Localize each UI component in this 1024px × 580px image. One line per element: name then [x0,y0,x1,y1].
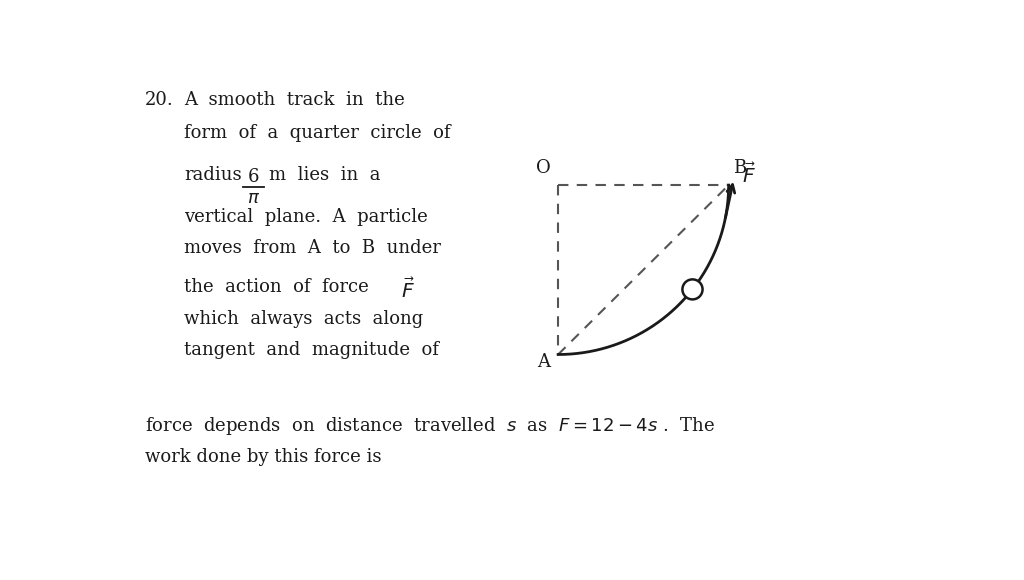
Text: B: B [733,160,746,177]
Circle shape [682,280,702,299]
Text: which  always  acts  along: which always acts along [183,310,423,328]
Text: O: O [536,160,550,177]
Text: A  smooth  track  in  the: A smooth track in the [183,91,404,109]
Text: form  of  a  quarter  circle  of: form of a quarter circle of [183,124,451,142]
Text: $\pi$: $\pi$ [247,189,260,207]
Text: 6: 6 [248,168,259,186]
Text: force  depends  on  distance  travelled  $s$  as  $F = 12-4s$ .  The: force depends on distance travelled $s$ … [145,415,715,437]
Text: vertical  plane.  A  particle: vertical plane. A particle [183,208,428,226]
Text: moves  from  A  to  B  under: moves from A to B under [183,239,440,257]
Text: $\vec{F}$: $\vec{F}$ [741,163,756,187]
Text: radius: radius [183,166,242,184]
Text: work done by this force is: work done by this force is [145,448,382,466]
Text: tangent  and  magnitude  of: tangent and magnitude of [183,340,438,358]
Text: $\vec{F}$: $\vec{F}$ [400,277,415,302]
Text: the  action  of  force: the action of force [183,277,369,295]
Text: 20.: 20. [145,91,174,109]
Text: A: A [538,353,550,371]
Text: m  lies  in  a: m lies in a [269,166,381,184]
